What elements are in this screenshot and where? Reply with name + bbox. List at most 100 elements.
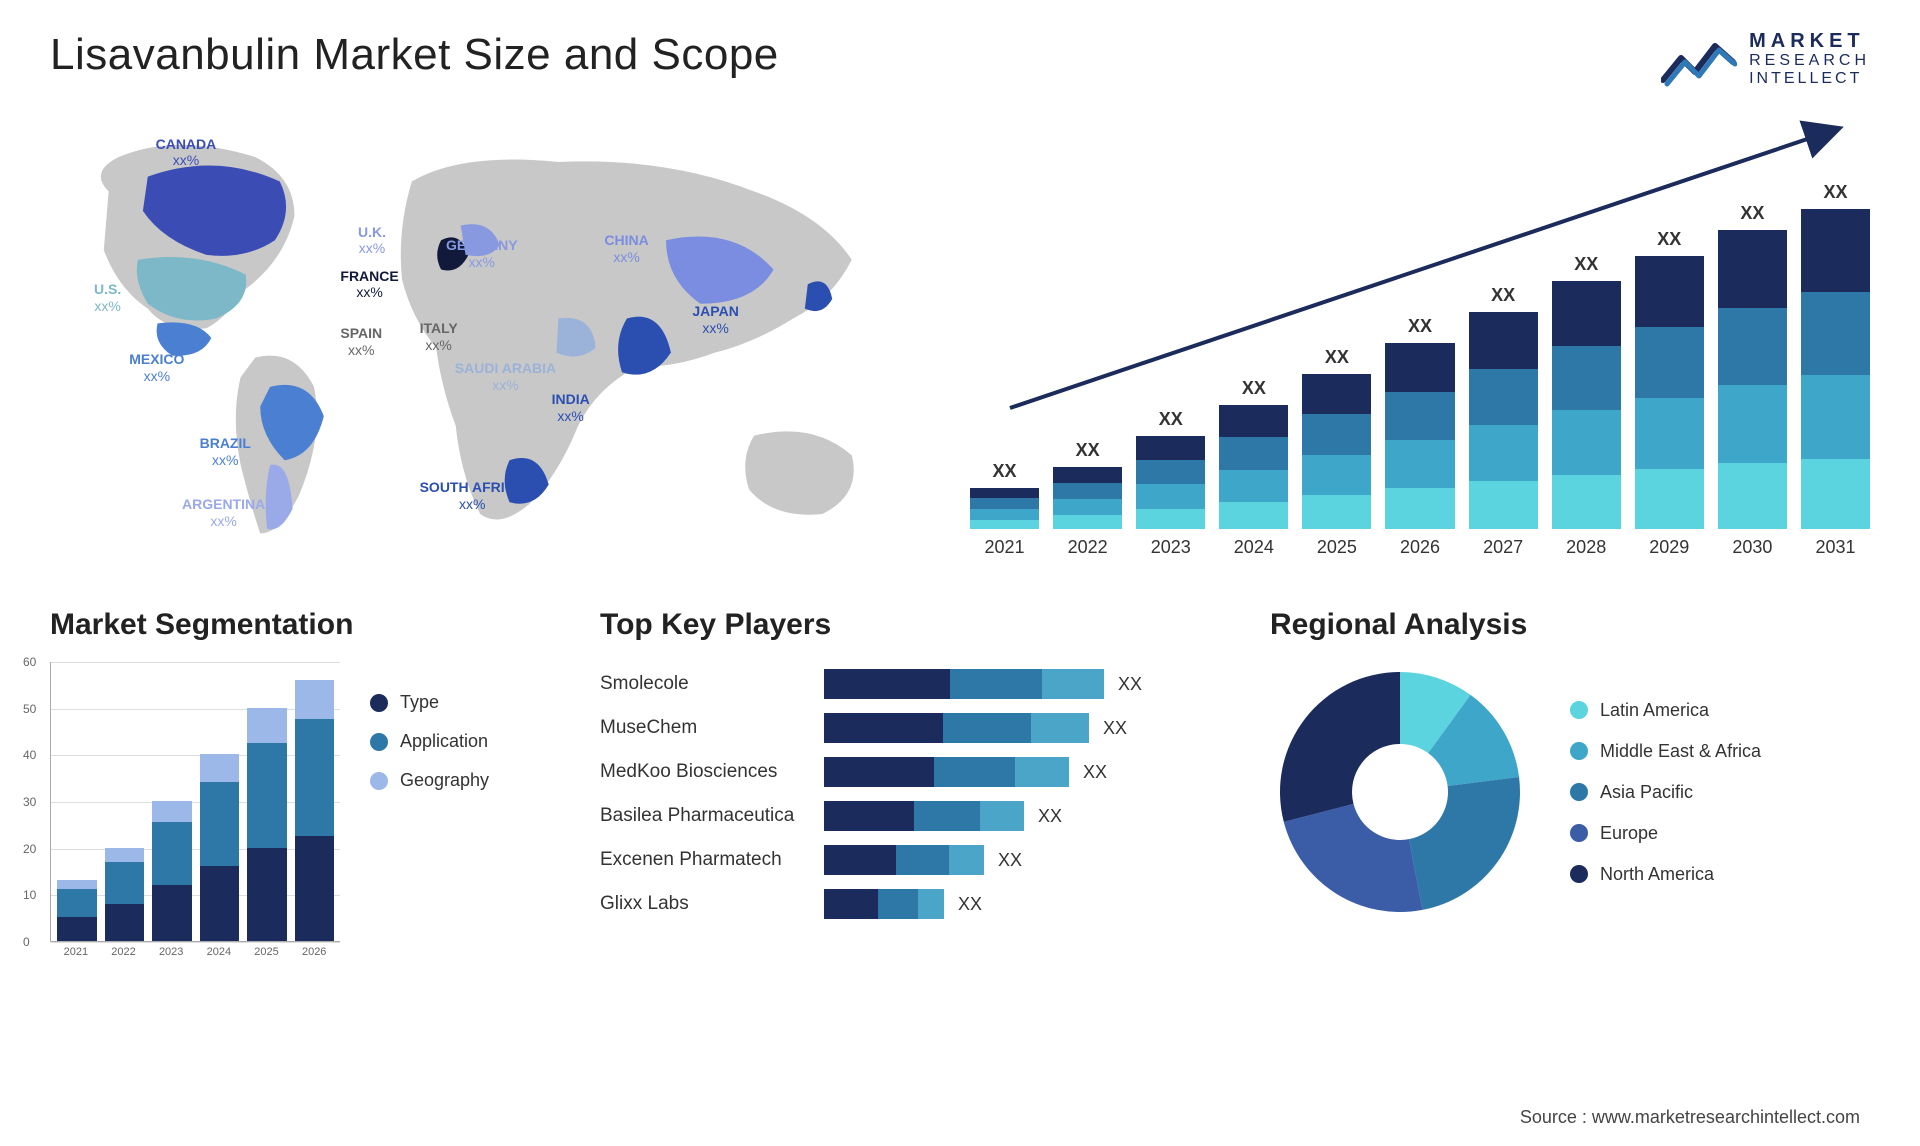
players-title: Top Key Players bbox=[600, 608, 1220, 642]
seg-bar bbox=[152, 801, 192, 941]
bar-segment bbox=[1552, 346, 1621, 410]
player-bar-segment bbox=[878, 889, 918, 919]
logo-text-2: RESEARCH bbox=[1749, 52, 1870, 70]
player-bar bbox=[824, 889, 944, 919]
bar-segment bbox=[1552, 475, 1621, 530]
player-bar-segment bbox=[824, 713, 943, 743]
legend-item: Geography bbox=[370, 770, 489, 791]
seg-ytick: 40 bbox=[23, 748, 36, 762]
player-row: SmolecoleXX bbox=[600, 662, 1220, 706]
bar-segment bbox=[1053, 499, 1122, 515]
bar-column: XX2025 bbox=[1302, 347, 1371, 558]
bar-segment bbox=[1718, 230, 1787, 308]
legend-label: Geography bbox=[400, 770, 489, 791]
seg-xtick: 2022 bbox=[104, 946, 144, 958]
player-row: Glixx LabsXX bbox=[600, 882, 1220, 926]
player-name: Basilea Pharmaceutica bbox=[600, 805, 810, 827]
bar-column: XX 2026 bbox=[1385, 316, 1454, 558]
segmentation-title: Market Segmentation bbox=[50, 608, 550, 642]
map-label: CHINAxx% bbox=[604, 232, 648, 266]
map-label: INDIAxx% bbox=[552, 391, 590, 425]
player-value: XX bbox=[998, 850, 1022, 871]
legend-label: Asia Pacific bbox=[1600, 782, 1693, 803]
market-size-chart: XX2021XX2022XX2023XX2024XX2025XX2026XX20… bbox=[970, 118, 1870, 558]
bar-segment bbox=[970, 509, 1039, 520]
donut-slice bbox=[1284, 804, 1423, 912]
bar-segment bbox=[970, 498, 1039, 509]
player-bar-segment bbox=[824, 757, 934, 787]
bar-segment bbox=[1469, 481, 1538, 529]
seg-bar-segment bbox=[152, 822, 192, 885]
seg-ytick: 10 bbox=[23, 888, 36, 902]
player-bar-segment bbox=[949, 845, 984, 875]
bar-year-label: 2028 bbox=[1566, 537, 1606, 558]
bar-value-label: XX bbox=[993, 461, 1017, 482]
legend-swatch bbox=[1570, 824, 1588, 842]
legend-item: Type bbox=[370, 692, 489, 713]
seg-ytick: 0 bbox=[23, 935, 30, 949]
player-bar-segment bbox=[1031, 713, 1089, 743]
bar-segment bbox=[1302, 495, 1371, 529]
seg-bar-segment bbox=[295, 680, 335, 719]
seg-bar bbox=[200, 754, 240, 941]
seg-bar bbox=[105, 848, 145, 941]
bar-segment bbox=[1801, 209, 1870, 292]
bar-segment bbox=[1136, 509, 1205, 529]
seg-bar-segment bbox=[152, 885, 192, 941]
bar-column: XX2024 bbox=[1219, 378, 1288, 558]
player-bar-segment bbox=[824, 889, 878, 919]
player-bar bbox=[824, 845, 984, 875]
bar-segment bbox=[1219, 437, 1288, 469]
legend-item: Latin America bbox=[1570, 700, 1761, 721]
bar-value-label: XX bbox=[1657, 229, 1681, 250]
seg-bar-segment bbox=[105, 862, 145, 904]
bar-segment bbox=[1801, 375, 1870, 458]
bar-segment bbox=[970, 488, 1039, 499]
player-bar-segment bbox=[950, 669, 1042, 699]
bar-value-label: XX bbox=[1408, 316, 1432, 337]
seg-ytick: 20 bbox=[23, 842, 36, 856]
regional-title: Regional Analysis bbox=[1270, 608, 1870, 642]
bar-column: XX2027 bbox=[1469, 285, 1538, 558]
segmentation-chart: 0102030405060 bbox=[50, 662, 340, 942]
legend-item: Middle East & Africa bbox=[1570, 741, 1761, 762]
player-bar-segment bbox=[1042, 669, 1104, 699]
legend-swatch bbox=[1570, 701, 1588, 719]
bar-year-label: 2031 bbox=[1815, 537, 1855, 558]
bar-year-label: 2025 bbox=[1317, 537, 1357, 558]
legend-swatch bbox=[370, 733, 388, 751]
seg-bar-segment bbox=[247, 708, 287, 743]
seg-bar-segment bbox=[57, 917, 97, 941]
page-title: Lisavanbulin Market Size and Scope bbox=[50, 30, 779, 80]
bar-segment bbox=[1718, 385, 1787, 463]
player-name: MedKoo Biosciences bbox=[600, 761, 810, 783]
player-bar-segment bbox=[943, 713, 1030, 743]
map-label: SAUDI ARABIAxx% bbox=[455, 360, 556, 394]
player-row: MedKoo BiosciencesXX bbox=[600, 750, 1220, 794]
player-row: MuseChemXX bbox=[600, 706, 1220, 750]
player-value: XX bbox=[1038, 806, 1062, 827]
bar-value-label: XX bbox=[1740, 203, 1764, 224]
seg-bar-segment bbox=[105, 848, 145, 862]
bar-year-label: 2023 bbox=[1151, 537, 1191, 558]
seg-xtick: 2025 bbox=[247, 946, 287, 958]
legend-label: Application bbox=[400, 731, 488, 752]
bar-year-label: 2022 bbox=[1068, 537, 1108, 558]
player-value: XX bbox=[958, 894, 982, 915]
bar-segment bbox=[1053, 483, 1122, 499]
legend-label: Europe bbox=[1600, 823, 1658, 844]
seg-ytick: 30 bbox=[23, 795, 36, 809]
bar-year-label: 2026 bbox=[1400, 537, 1440, 558]
player-bar-segment bbox=[934, 757, 1015, 787]
legend-swatch bbox=[370, 694, 388, 712]
legend-label: Latin America bbox=[1600, 700, 1709, 721]
bar-value-label: XX bbox=[1574, 254, 1598, 275]
donut-slice bbox=[1409, 777, 1520, 910]
map-label: U.K.xx% bbox=[358, 224, 386, 258]
seg-bar bbox=[295, 680, 335, 941]
bar-year-label: 2030 bbox=[1732, 537, 1772, 558]
logo-text-3: INTELLECT bbox=[1749, 70, 1870, 88]
player-name: Excenen Pharmatech bbox=[600, 849, 810, 871]
legend-item: North America bbox=[1570, 864, 1761, 885]
bar-segment bbox=[1136, 460, 1205, 484]
